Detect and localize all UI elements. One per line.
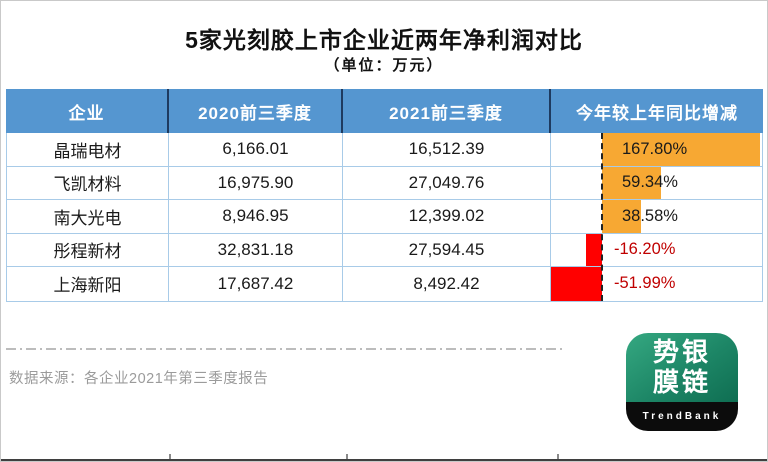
table-row: 飞凯材料 16,975.90 27,049.76 59.34%: [7, 166, 762, 200]
logo-chinese-text: 势银 膜链: [626, 333, 738, 402]
change-bar: [602, 133, 760, 166]
header-cell-company: 企业: [6, 89, 169, 133]
table-row: 彤程新材 32,831.18 27,594.45 -16.20%: [7, 233, 762, 267]
change-label: 38.58%: [622, 206, 678, 225]
change-cell: 38.58%: [551, 200, 760, 233]
next-table-cutoff-line: [1, 459, 767, 461]
value-2020-cell: 6,166.01: [169, 133, 343, 166]
footer-divider: [6, 348, 566, 350]
company-cell: 飞凯材料: [7, 166, 169, 199]
header-cell-2020: 2020前三季度: [169, 89, 343, 133]
change-cell: -51.99%: [551, 267, 760, 301]
comparison-table: 企业 2020前三季度 2021前三季度 今年较上年同比增减 晶瑞电材 6,16…: [6, 89, 763, 302]
data-source-note: 数据来源：各企业2021年第三季度报告: [9, 371, 269, 387]
logo-brand-label: TrendBank: [626, 402, 738, 431]
value-2021-cell: 16,512.39: [343, 133, 551, 166]
change-label: 167.80%: [622, 139, 688, 158]
page-title: 5家光刻胶上市企业近两年净利润对比: [185, 27, 583, 53]
value-2021-cell: 27,594.45: [343, 233, 551, 266]
value-2021-cell: 12,399.02: [343, 200, 551, 233]
table-row: 晶瑞电材 6,166.01 16,512.39 167.80%: [7, 133, 762, 167]
header-cell-change: 今年较上年同比增减: [576, 103, 738, 123]
table-body: 晶瑞电材 6,166.01 16,512.39 167.80% 飞凯材料 16,…: [6, 133, 763, 302]
header-cell-2021: 2021前三季度: [343, 89, 551, 133]
change-cell: 59.34%: [551, 166, 760, 199]
change-bar: [585, 233, 602, 266]
company-cell: 晶瑞电材: [7, 133, 169, 166]
value-2021-cell: 27,049.76: [343, 166, 551, 199]
table-row: 上海新阳 17,687.42 8,492.42 -51.99%: [7, 267, 762, 301]
change-label: -51.99%: [614, 274, 676, 292]
change-bar: [551, 267, 602, 301]
next-table-column-tick: [169, 454, 171, 459]
value-2020-cell: 8,946.95: [169, 200, 343, 233]
logo-cn-line1: 势银: [652, 337, 711, 368]
value-2020-cell: 16,975.90: [169, 166, 343, 199]
trendbank-logo-icon: 势银 膜链 TrendBank: [626, 333, 738, 431]
company-cell: 上海新阳: [7, 267, 169, 301]
next-table-column-tick: [346, 454, 348, 459]
company-cell: 南大光电: [7, 200, 169, 233]
zero-axis-line: [601, 133, 603, 301]
value-2020-cell: 17,687.42: [169, 267, 343, 301]
change-label: 59.34%: [622, 173, 678, 191]
change-bar: [602, 166, 662, 199]
table-row: 南大光电 8,946.95 12,399.02 38.58%: [7, 200, 762, 234]
logo-cn-line2: 膜链: [652, 366, 711, 397]
change-bar: [602, 200, 641, 233]
change-cell: 167.80%: [551, 133, 760, 166]
change-cell: -16.20%: [551, 233, 760, 266]
value-2020-cell: 32,831.18: [169, 233, 343, 266]
company-cell: 彤程新材: [7, 233, 169, 266]
table-header-row: 企业 2020前三季度 2021前三季度 今年较上年同比增减: [6, 89, 763, 133]
value-2021-cell: 8,492.42: [343, 267, 551, 301]
page-subtitle: （单位：万元）: [324, 57, 444, 74]
change-label: -16.20%: [614, 240, 676, 258]
next-table-column-tick: [557, 454, 559, 459]
